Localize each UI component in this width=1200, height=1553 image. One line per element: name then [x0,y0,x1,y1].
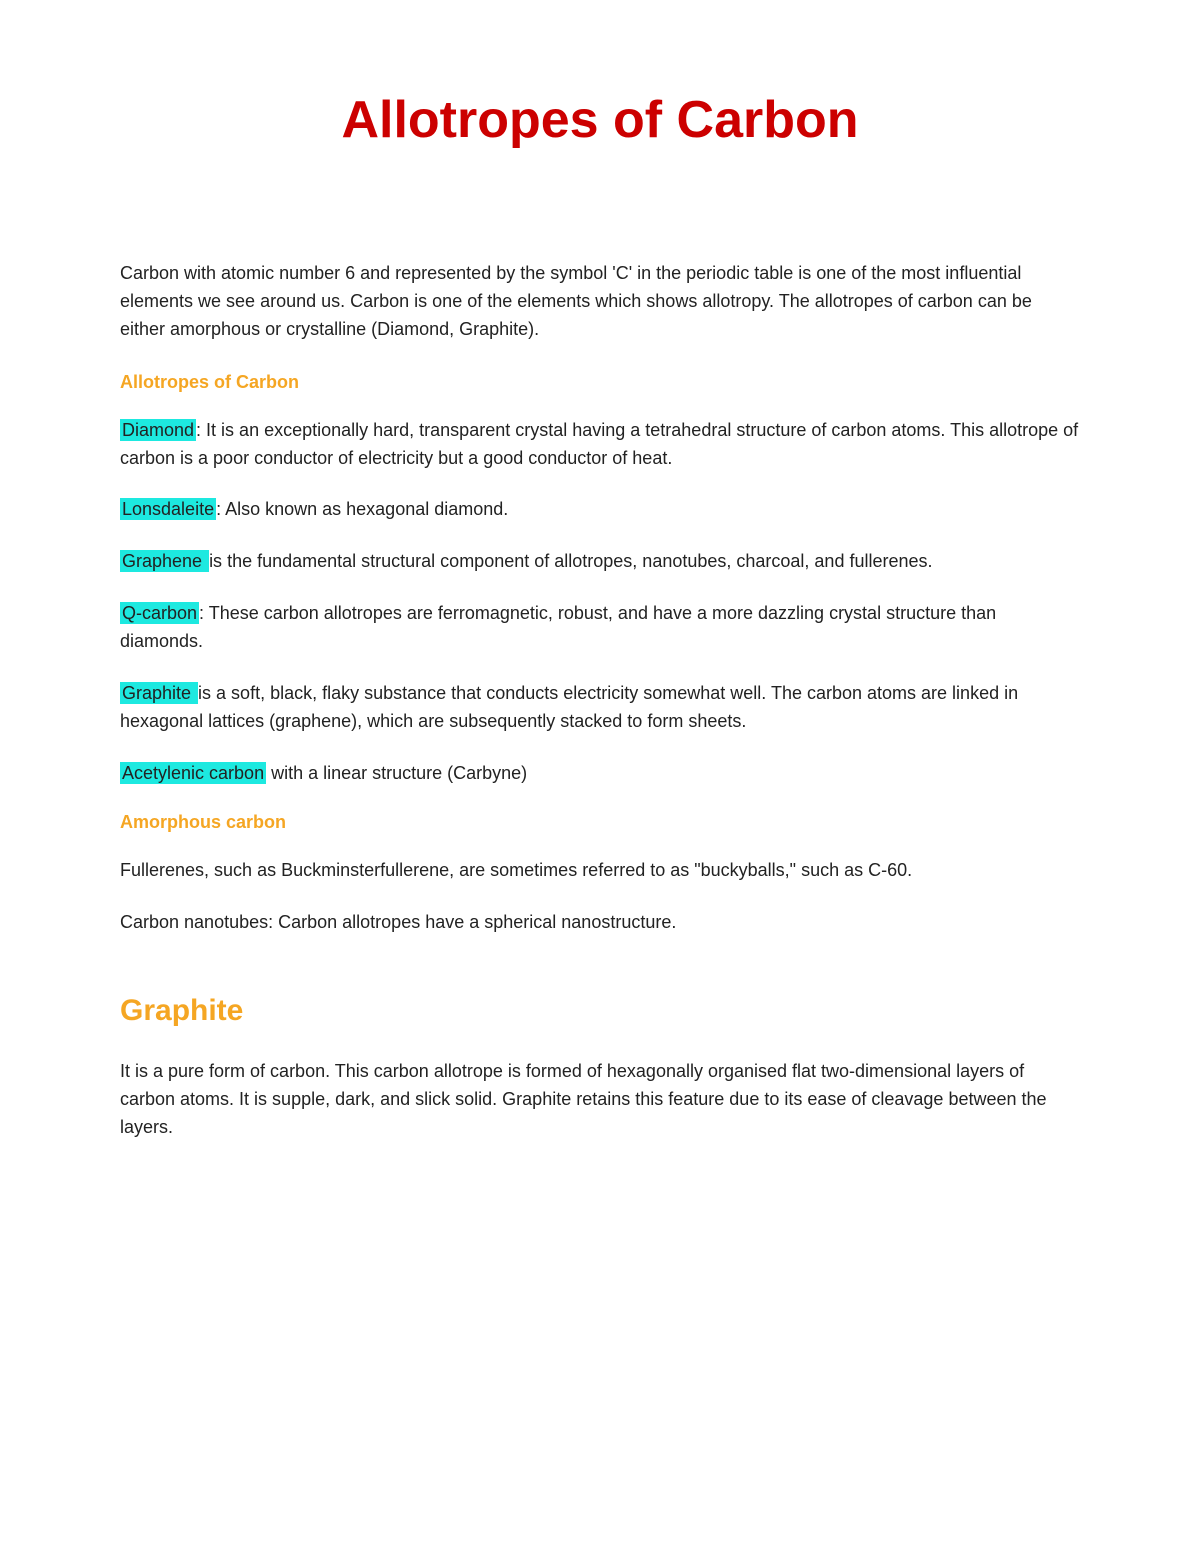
allotrope-text: : Also known as hexagonal diamond. [216,499,508,519]
allotrope-item: Graphene is the fundamental structural c… [120,548,1080,576]
allotrope-text: is a soft, black, flaky substance that c… [120,683,1018,731]
amorphous-list: Fullerenes, such as Buckminsterfullerene… [120,857,1080,937]
subheading-allotropes: Allotropes of Carbon [120,372,1080,393]
allotrope-item: Graphite is a soft, black, flaky substan… [120,680,1080,736]
allotrope-label: Diamond [120,419,196,441]
allotrope-label: Graphite [120,682,198,704]
allotrope-list: Diamond: It is an exceptionally hard, tr… [120,417,1080,788]
allotrope-text: is the fundamental structural component … [209,551,932,571]
allotrope-item: Diamond: It is an exceptionally hard, tr… [120,417,1080,473]
subheading-amorphous: Amorphous carbon [120,812,1080,833]
intro-paragraph: Carbon with atomic number 6 and represen… [120,260,1080,344]
graphite-body: It is a pure form of carbon. This carbon… [120,1058,1080,1142]
allotrope-label: Graphene [120,550,209,572]
page-title: Allotropes of Carbon [120,90,1080,150]
allotrope-label: Lonsdaleite [120,498,216,520]
allotrope-text: : It is an exceptionally hard, transpare… [120,420,1078,468]
allotrope-text: with a linear structure (Carbyne) [266,763,527,783]
allotrope-item: Acetylenic carbon with a linear structur… [120,760,1080,788]
amorphous-item: Fullerenes, such as Buckminsterfullerene… [120,857,1080,885]
allotrope-label: Acetylenic carbon [120,762,266,784]
allotrope-item: Lonsdaleite: Also known as hexagonal dia… [120,496,1080,524]
section-title-graphite: Graphite [120,994,1080,1028]
allotrope-label: Q-carbon [120,602,199,624]
amorphous-item: Carbon nanotubes: Carbon allotropes have… [120,909,1080,937]
allotrope-item: Q-carbon: These carbon allotropes are fe… [120,600,1080,656]
allotrope-text: : These carbon allotropes are ferromagne… [120,603,996,651]
